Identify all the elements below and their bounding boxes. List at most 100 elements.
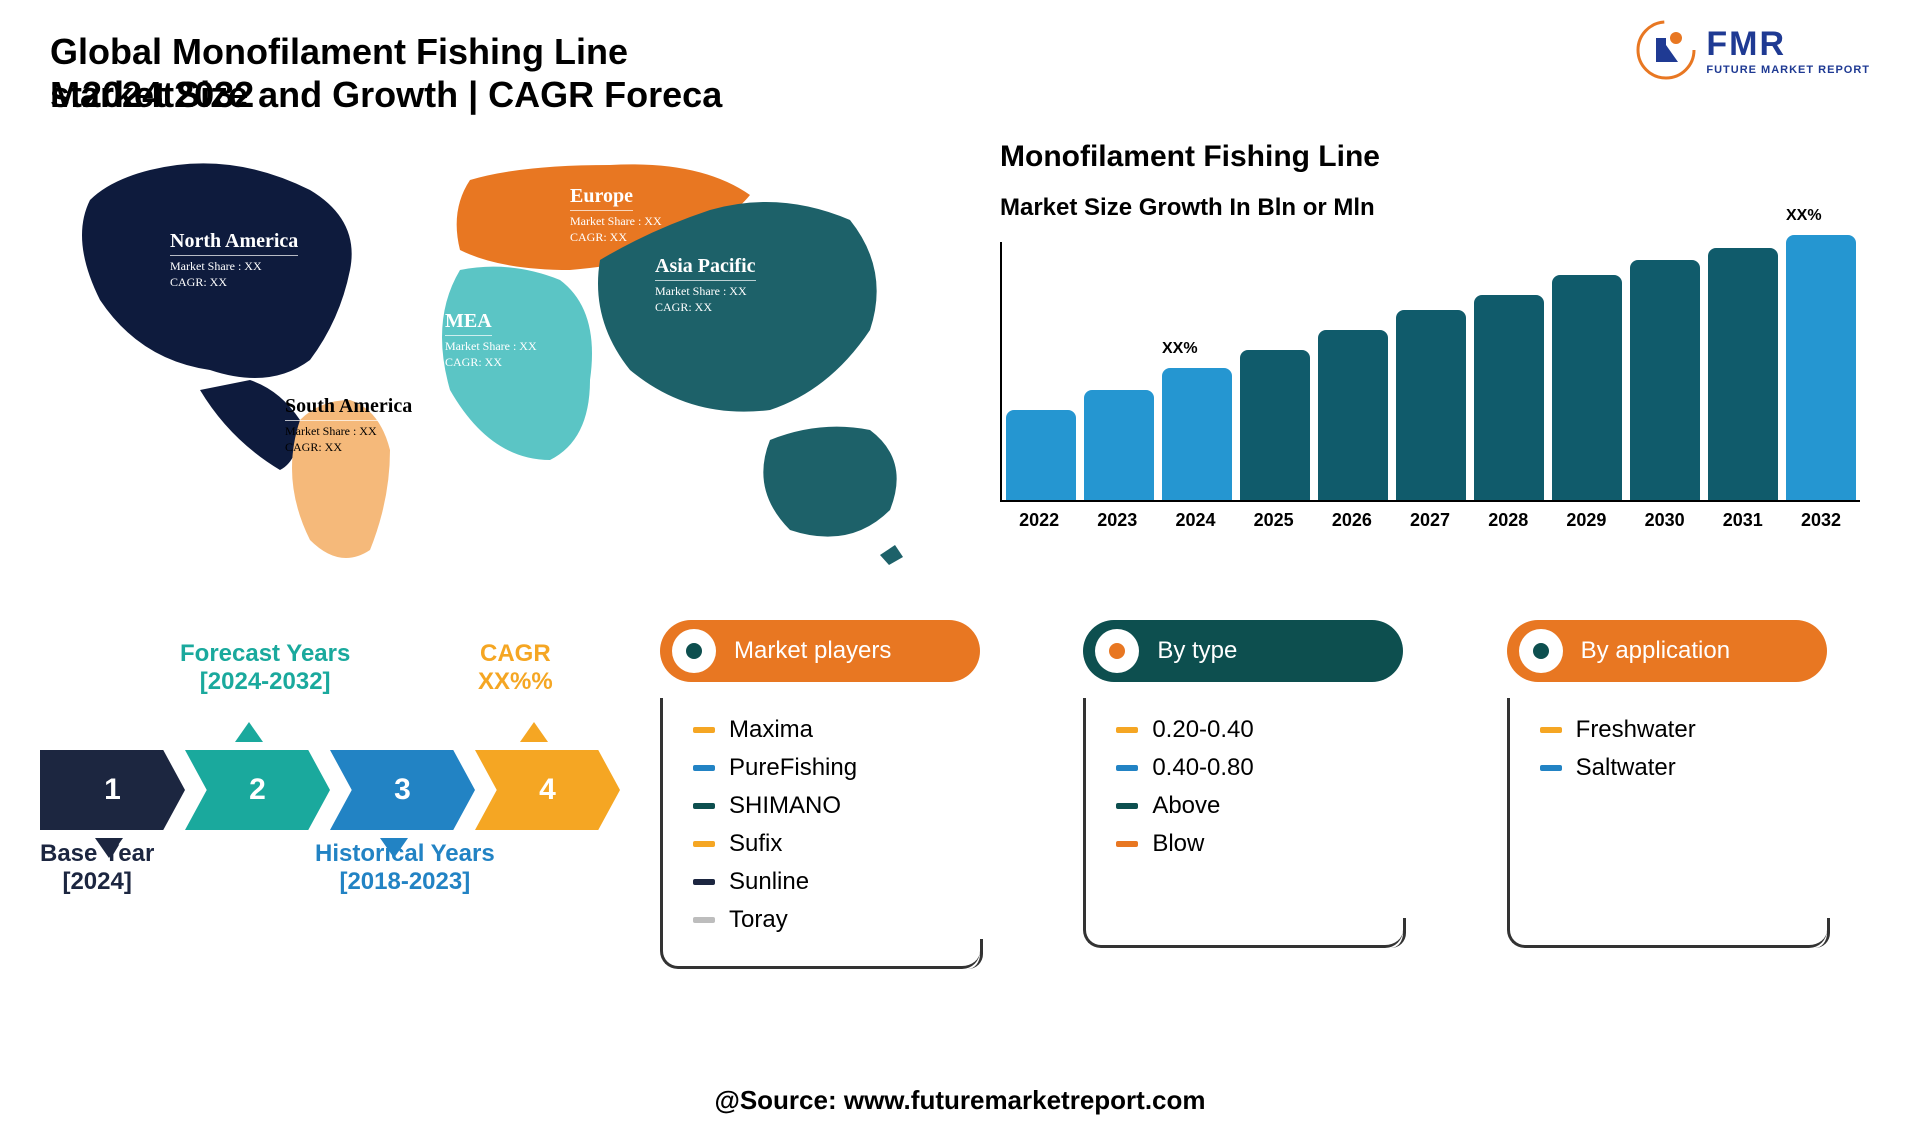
region-label: South AmericaMarket Share : XXCAGR: XX xyxy=(285,395,412,455)
dash-icon xyxy=(693,879,715,885)
year-label: 2027 xyxy=(1395,510,1465,531)
year-label: 2029 xyxy=(1551,510,1621,531)
page-title: Global Monofilament Fishing Line st2024t… xyxy=(50,30,722,116)
pill-dot-icon xyxy=(1095,629,1139,673)
chevron-step: 4 xyxy=(475,750,620,830)
world-map: North AmericaMarket Share : XXCAGR: XX So… xyxy=(50,160,930,580)
list-item-text: Above xyxy=(1152,792,1220,820)
region-label: MEAMarket Share : XXCAGR: XX xyxy=(445,310,537,370)
year-label: 2026 xyxy=(1317,510,1387,531)
list-item-text: Saltwater xyxy=(1576,754,1676,782)
year-label: 2028 xyxy=(1473,510,1543,531)
dash-icon xyxy=(693,727,715,733)
list-item-text: PureFishing xyxy=(729,754,857,782)
list-item-text: 0.20-0.40 xyxy=(1152,716,1253,744)
chevron-step: 3 xyxy=(330,750,475,830)
list-item: Sunline xyxy=(693,868,950,896)
list-item: Toray xyxy=(693,906,950,934)
dash-icon xyxy=(1116,841,1138,847)
year-label: 2025 xyxy=(1239,510,1309,531)
year-label: 2022 xyxy=(1004,510,1074,531)
pill-title: By type xyxy=(1157,637,1237,665)
bar: XX% xyxy=(1786,235,1856,500)
bar-top-label: XX% xyxy=(1162,340,1198,358)
pill-header: By type xyxy=(1083,620,1403,682)
list-item: 0.20-0.40 xyxy=(1116,716,1373,744)
year-label: 2030 xyxy=(1630,510,1700,531)
bar xyxy=(1552,275,1622,500)
year-label: 2031 xyxy=(1708,510,1778,531)
pill-block: By type 0.20-0.40 0.40-0.80 Above Blow xyxy=(1083,620,1446,969)
year-labels: 2022202320242025202620272028202920302031… xyxy=(1000,502,1860,531)
list-item-text: 0.40-0.80 xyxy=(1152,754,1253,782)
bar xyxy=(1630,260,1700,500)
source-attribution: @Source: www.futuremarketreport.com xyxy=(714,1085,1205,1116)
logo-icon xyxy=(1636,20,1696,80)
bar xyxy=(1708,248,1778,500)
logo-text-sub: FUTURE MARKET REPORT xyxy=(1706,64,1870,76)
list-item-text: Toray xyxy=(729,906,788,934)
dash-icon xyxy=(693,917,715,923)
title-line-2: st2024t2032 Market Size and Growth | CAG… xyxy=(50,73,722,116)
pill-header: By application xyxy=(1507,620,1827,682)
list-item: SHIMANO xyxy=(693,792,950,820)
pill-title: By application xyxy=(1581,637,1730,665)
bars-container: XX% XX% xyxy=(1000,242,1860,502)
pill-header: Market players xyxy=(660,620,980,682)
bar xyxy=(1240,350,1310,500)
list-item: Above xyxy=(1116,792,1373,820)
pill-block: Market players Maxima PureFishing SHIMANO Su… xyxy=(660,620,1023,969)
list-item: 0.40-0.80 xyxy=(1116,754,1373,782)
bar xyxy=(1474,295,1544,500)
bar: XX% xyxy=(1162,368,1232,500)
dash-icon xyxy=(1116,765,1138,771)
pill-dot-icon xyxy=(1519,629,1563,673)
region-label: EuropeMarket Share : XXCAGR: XX xyxy=(570,185,662,245)
dash-icon xyxy=(1116,803,1138,809)
cagr-arrow-icon xyxy=(520,722,548,742)
pill-dot-icon xyxy=(672,629,716,673)
list-frame: Maxima PureFishing SHIMANO Sufix Sunline Tora… xyxy=(660,698,980,969)
list-item-text: Maxima xyxy=(729,716,813,744)
logo-text-main: FMR xyxy=(1706,25,1870,64)
bar-top-label: XX% xyxy=(1786,207,1822,225)
year-label: 2023 xyxy=(1082,510,1152,531)
list-item: PureFishing xyxy=(693,754,950,782)
pill-block: By application Freshwater Saltwater xyxy=(1507,620,1870,969)
region-label: Asia PacificMarket Share : XXCAGR: XX xyxy=(655,255,756,315)
pill-title: Market players xyxy=(734,637,891,665)
bar xyxy=(1396,310,1466,500)
list-item: Saltwater xyxy=(1540,754,1797,782)
chevron-step: 1 xyxy=(40,750,185,830)
bar xyxy=(1084,390,1154,500)
dash-icon xyxy=(1540,727,1562,733)
cagr-label: CAGR XX%% xyxy=(478,640,553,696)
dash-icon xyxy=(693,765,715,771)
list-frame: 0.20-0.40 0.40-0.80 Above Blow xyxy=(1083,698,1403,948)
list-item: Maxima xyxy=(693,716,950,744)
title-line-1: Global Monofilament Fishing Line xyxy=(50,30,722,73)
chevron-row: 1234 xyxy=(40,750,620,830)
chart-title: Monofilament Fishing Line xyxy=(1000,140,1860,174)
year-label: 2032 xyxy=(1786,510,1856,531)
bar xyxy=(1006,410,1076,500)
list-item-text: Sufix xyxy=(729,830,782,858)
list-item: Sufix xyxy=(693,830,950,858)
list-item-text: Sunline xyxy=(729,868,809,896)
chevron-step: 2 xyxy=(185,750,330,830)
forecast-label: Forecast Years [2024-2032] xyxy=(180,640,350,696)
list-item-text: Freshwater xyxy=(1576,716,1696,744)
fmr-logo: FMR FUTURE MARKET REPORT xyxy=(1636,20,1870,80)
forecast-arrow-icon xyxy=(235,722,263,742)
region-label: North AmericaMarket Share : XXCAGR: XX xyxy=(170,230,298,290)
dash-icon xyxy=(693,841,715,847)
bar xyxy=(1318,330,1388,500)
chart-subtitle: Market Size Growth In Bln or Mln xyxy=(1000,194,1400,222)
dash-icon xyxy=(1116,727,1138,733)
dash-icon xyxy=(1540,765,1562,771)
list-item: Blow xyxy=(1116,830,1373,858)
base-label: Base Year [2024] xyxy=(40,840,154,896)
list-item-text: Blow xyxy=(1152,830,1204,858)
list-item: Freshwater xyxy=(1540,716,1797,744)
category-pills: Market players Maxima PureFishing SHIMANO Su… xyxy=(660,620,1870,969)
